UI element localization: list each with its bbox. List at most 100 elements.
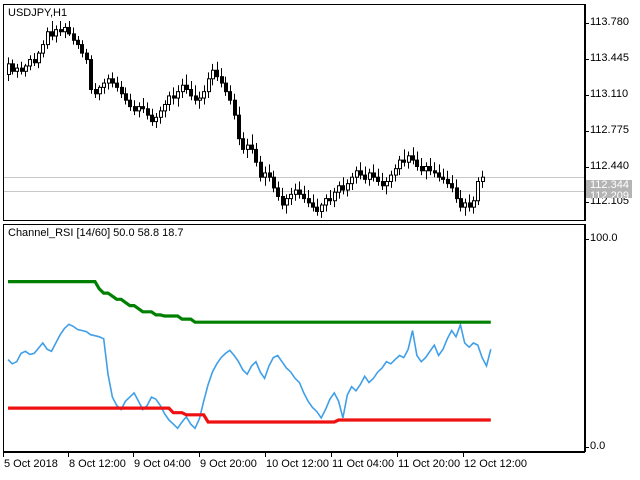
candlestick: [337, 181, 341, 199]
upper-channel-line: [8, 279, 491, 324]
indicator-tick-label: 0.0: [590, 440, 606, 452]
time-tick-mark: [68, 452, 69, 457]
candlestick: [228, 85, 232, 105]
candlestick: [341, 177, 345, 195]
candlestick: [476, 177, 480, 206]
candlestick: [202, 85, 206, 105]
candlestick: [372, 164, 376, 182]
candlestick: [263, 166, 267, 186]
candlestick: [468, 194, 472, 212]
candlestick: [437, 164, 441, 182]
time-axis[interactable]: 5 Oct 2018 8 Oct 12:00 9 Oct 04:00 9 Oct 20…: [3, 452, 585, 478]
indicator-scale[interactable]: 100.0 0.0: [585, 224, 640, 452]
time-tick-label: 5 Oct 2018: [4, 458, 58, 470]
indicator-tick-mark: [585, 239, 589, 240]
candlestick: [302, 185, 306, 203]
time-tick-label: 11 Oct 04:00: [332, 458, 395, 470]
candlestick: [328, 190, 332, 206]
candlestick: [137, 102, 141, 118]
candlestick: [159, 106, 163, 124]
candlestick: [463, 198, 467, 216]
candlestick: [350, 172, 354, 191]
indicator-scale-axis: [585, 224, 586, 452]
time-tick-mark: [463, 452, 464, 457]
candlestick: [11, 59, 15, 75]
candlestick: [272, 170, 276, 193]
candlestick: [281, 187, 285, 210]
price-scale[interactable]: 113.780 113.445 113.110 112.775 112.440 112.1…: [585, 4, 640, 221]
candlestick: [115, 76, 119, 92]
candlestick: [446, 170, 450, 188]
candlestick: [268, 164, 272, 182]
candlestick: [185, 74, 189, 94]
candlestick: [402, 149, 406, 167]
candlestick: [415, 151, 419, 171]
time-tick-mark: [397, 452, 398, 457]
candlestick: [167, 91, 171, 111]
candlestick: [363, 166, 367, 184]
candlestick: [37, 50, 41, 69]
candlestick: [298, 181, 302, 199]
price-chart-panel[interactable]: USDJPY,H1: [3, 4, 585, 221]
candlestick: [428, 157, 432, 176]
time-tick-mark: [199, 452, 200, 457]
candlestick: [481, 170, 485, 188]
candlestick: [472, 196, 476, 214]
candlestick: [407, 151, 411, 169]
indicator-label: Channel_RSI [14/60] 50.0 58.8 18.7: [8, 227, 184, 239]
candlestick: [15, 63, 19, 78]
rsi-line: [7, 321, 492, 430]
candlestick: [459, 190, 463, 212]
current-price-lower: 112.209: [590, 190, 629, 199]
indicator-panel[interactable]: Channel_RSI [14/60] 50.0 58.8 18.7: [3, 224, 585, 452]
candlestick: [59, 21, 63, 37]
time-tick-label: 9 Oct 04:00: [134, 458, 191, 470]
candlestick: [163, 100, 167, 118]
candlestick: [433, 162, 437, 178]
price-tick-label: 112.440: [590, 159, 629, 172]
candlestick: [394, 164, 398, 182]
indicator-tick-mark: [585, 447, 589, 448]
current-price-upper: 112.344: [590, 180, 629, 192]
candlestick: [85, 48, 89, 64]
candlestick: [63, 23, 67, 39]
candlestick: [289, 187, 293, 206]
time-axis-line: [3, 452, 585, 453]
price-tick-label: 113.780: [590, 16, 629, 29]
candlestick: [241, 132, 245, 154]
candlestick: [54, 25, 58, 43]
candlestick: [124, 87, 128, 105]
price-tick-mark: [585, 166, 589, 168]
price-tick-label: 113.110: [590, 87, 629, 100]
price-tick-mark: [585, 202, 589, 204]
candlestick: [107, 74, 111, 90]
candlestick: [172, 87, 176, 105]
candlestick: [424, 162, 428, 180]
time-tick-mark: [3, 452, 4, 457]
candlestick: [420, 157, 424, 176]
candlestick: [376, 168, 380, 186]
symbol-timeframe-label: USDJPY,H1: [8, 7, 68, 19]
candlestick: [455, 179, 459, 203]
candlestick: [259, 155, 263, 182]
time-tick-label: 10 Oct 12:00: [266, 458, 329, 470]
candlestick: [46, 27, 50, 49]
candlestick: [98, 85, 102, 101]
candlestick: [133, 100, 137, 116]
price-scale-axis: [585, 4, 586, 221]
candlestick: [50, 21, 54, 41]
candlestick: [246, 138, 250, 158]
candlestick: [150, 108, 154, 126]
candlestick: [315, 198, 319, 216]
candlestick: [72, 27, 76, 45]
candlestick: [189, 80, 193, 101]
candlestick: [194, 85, 198, 105]
candlestick: [307, 190, 311, 208]
candlestick: [146, 102, 150, 120]
candlestick: [355, 166, 359, 184]
candlestick: [320, 202, 324, 218]
candlestick: [359, 162, 363, 180]
current-price-badge: 112.344 112.209: [586, 180, 632, 199]
candlestick: [67, 21, 71, 37]
